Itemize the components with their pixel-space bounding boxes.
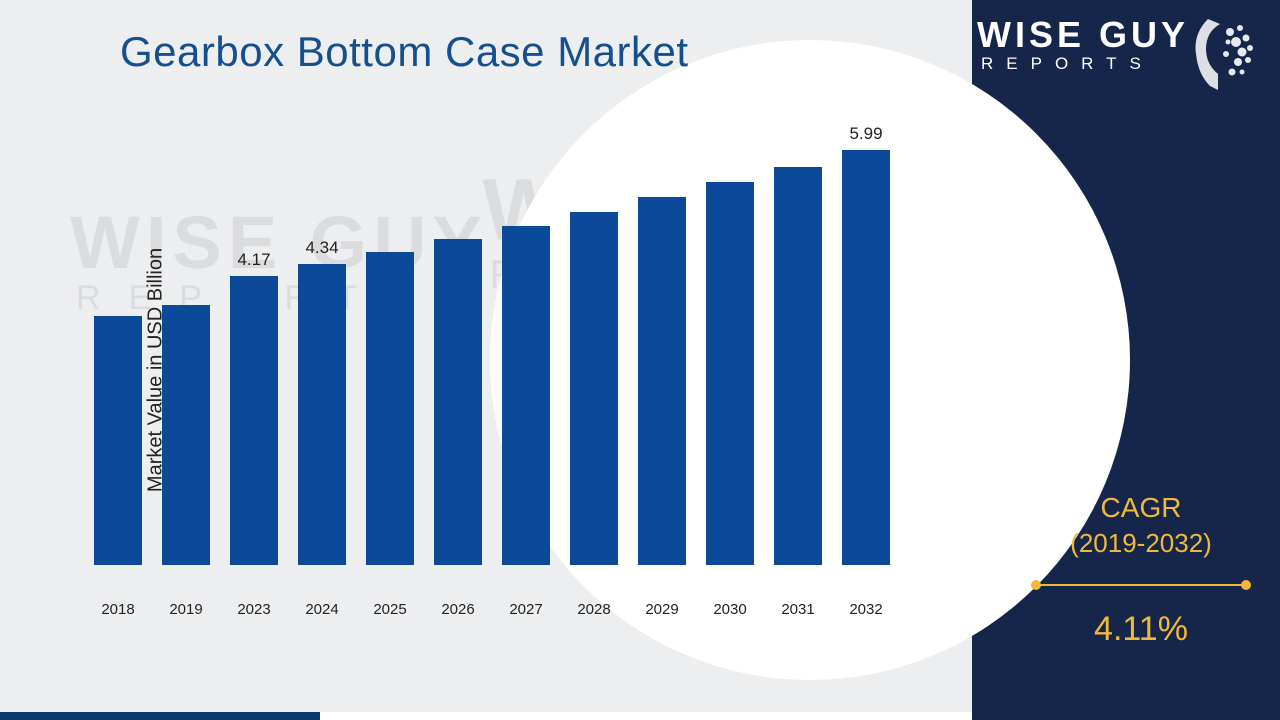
bar-group: 4.34 bbox=[298, 264, 346, 565]
bar-group bbox=[434, 239, 482, 565]
bar bbox=[570, 212, 618, 565]
bar bbox=[162, 305, 210, 565]
bar-group bbox=[366, 252, 414, 565]
bar-group bbox=[774, 167, 822, 565]
cagr-divider bbox=[1002, 584, 1280, 586]
bar bbox=[842, 150, 890, 565]
x-tick-label: 2023 bbox=[230, 601, 278, 618]
head-icon bbox=[1188, 14, 1258, 94]
x-tick-label: 2029 bbox=[638, 601, 686, 618]
bar-group bbox=[706, 182, 754, 565]
bar bbox=[366, 252, 414, 565]
x-tick-label: 2024 bbox=[298, 601, 346, 618]
bar-group bbox=[502, 226, 550, 565]
bar-group bbox=[162, 305, 210, 565]
bar-value-label: 4.17 bbox=[237, 250, 270, 270]
x-tick-label: 2027 bbox=[502, 601, 550, 618]
bar-value-label: 5.99 bbox=[849, 124, 882, 144]
bars-container: 4.17 4.34 5.99 bbox=[90, 150, 900, 565]
bar-value-label: 4.34 bbox=[305, 238, 338, 258]
bar bbox=[298, 264, 346, 565]
bar bbox=[94, 316, 142, 565]
cagr-years: (2019-2032) bbox=[1002, 528, 1280, 559]
bar bbox=[502, 226, 550, 565]
bar-group: 5.99 bbox=[842, 150, 890, 565]
cagr-value: 4.11% bbox=[1002, 610, 1280, 649]
bar bbox=[774, 167, 822, 565]
bar-group bbox=[570, 212, 618, 565]
brand-logo: WISE GUY REPORTS bbox=[977, 14, 1252, 74]
x-tick-label: 2030 bbox=[706, 601, 754, 618]
bar bbox=[706, 182, 754, 565]
bar-group bbox=[94, 316, 142, 565]
x-tick-label: 2031 bbox=[774, 601, 822, 618]
bar bbox=[230, 276, 278, 565]
cagr-label: CAGR bbox=[1002, 492, 1280, 524]
x-axis-labels: 2018 2019 2023 2024 2025 2026 2027 2028 2029 2030… bbox=[90, 601, 900, 618]
plot-area: 4.17 4.34 5.99 bbox=[90, 150, 900, 565]
bar bbox=[638, 197, 686, 565]
x-tick-label: 2019 bbox=[162, 601, 210, 618]
bar bbox=[434, 239, 482, 565]
x-tick-label: 2025 bbox=[366, 601, 414, 618]
bar-group: 4.17 bbox=[230, 276, 278, 565]
x-tick-label: 2028 bbox=[570, 601, 618, 618]
chart-title: Gearbox Bottom Case Market bbox=[120, 28, 689, 76]
footer-accent-bar bbox=[0, 712, 320, 720]
x-tick-label: 2026 bbox=[434, 601, 482, 618]
x-tick-label: 2032 bbox=[842, 601, 890, 618]
x-tick-label: 2018 bbox=[94, 601, 142, 618]
bar-chart: Market Value in USD Billion 4.174.345.99… bbox=[60, 150, 900, 590]
bar-group bbox=[638, 197, 686, 565]
